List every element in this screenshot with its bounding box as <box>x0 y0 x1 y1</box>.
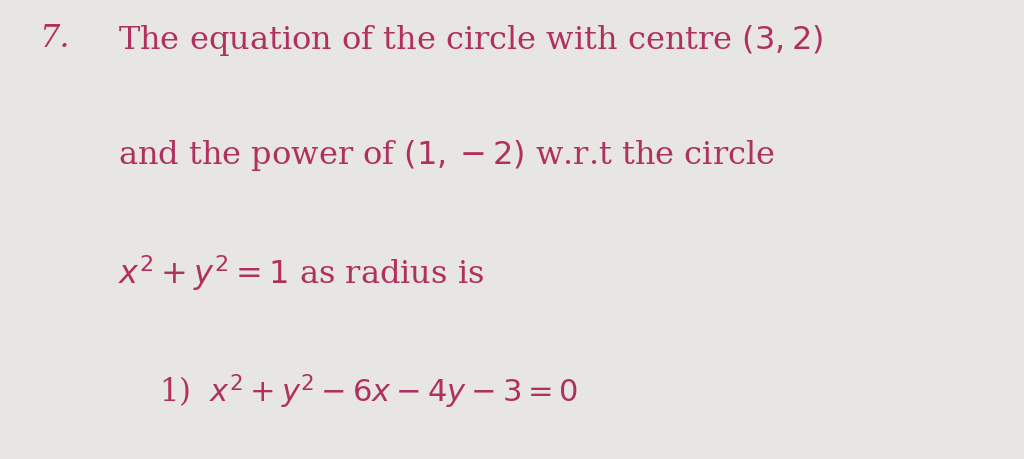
Text: The equation of the circle with centre $(3, 2)$: The equation of the circle with centre $… <box>118 23 823 58</box>
Text: $x^2 + y^2 = 1$ as radius is: $x^2 + y^2 = 1$ as radius is <box>118 252 483 292</box>
Text: 7.: 7. <box>39 23 70 54</box>
Text: 1)  $x^2+y^2-6x-4y-3=0$: 1) $x^2+y^2-6x-4y-3=0$ <box>159 372 578 410</box>
Text: and the power of $(1, -2)$ w.r.t the circle: and the power of $(1, -2)$ w.r.t the cir… <box>118 138 775 173</box>
